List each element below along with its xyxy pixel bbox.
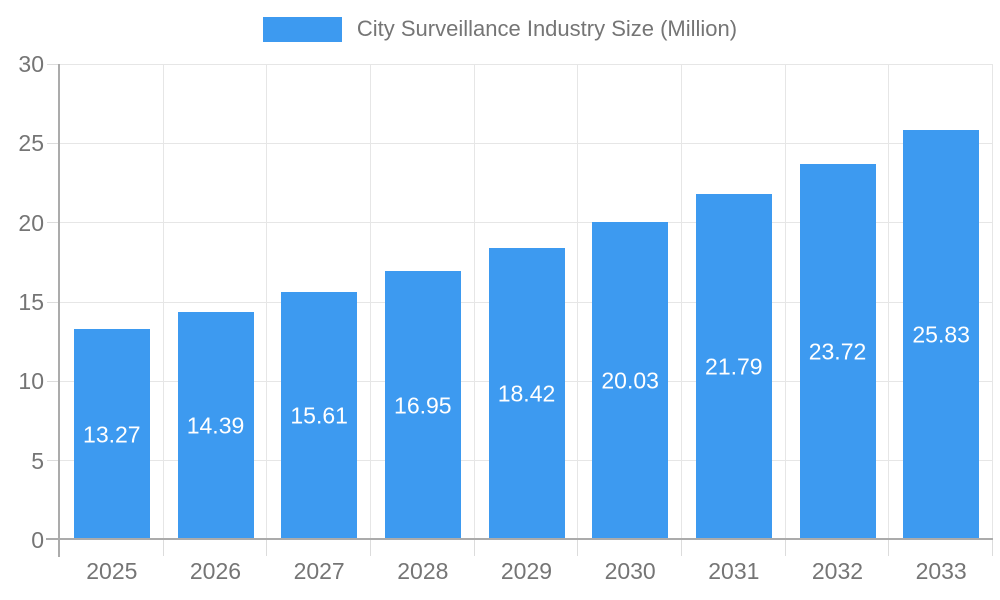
y-axis-label: 20	[18, 209, 44, 236]
x-tick	[577, 540, 579, 556]
y-axis-label: 0	[31, 527, 44, 553]
bar-value-label: 18.42	[497, 380, 556, 407]
x-tick	[784, 540, 786, 556]
y-axis-label: 30	[18, 51, 44, 77]
y-tick	[47, 142, 60, 144]
gridline-v	[162, 64, 164, 540]
legend-label: City Surveillance Industry Size (Million…	[356, 16, 738, 41]
x-axis-label: 2030	[604, 558, 656, 584]
bar[interactable]: 20.03	[592, 222, 669, 540]
x-axis-label: 2028	[397, 558, 449, 584]
bar-value-label: 21.79	[705, 353, 763, 380]
bar-value-label: 14.39	[186, 412, 245, 439]
y-tick	[47, 222, 60, 224]
plot-area: 13.27 14.39 15.61 16.95 18.42 20.03 21.79 23.72…	[18, 51, 993, 584]
x-axis-label: 2031	[708, 558, 760, 584]
gridline-v	[473, 64, 475, 540]
y-tick	[47, 64, 60, 65]
x-axis-label: 2025	[86, 558, 138, 584]
x-tick	[266, 540, 268, 556]
x-tick	[473, 540, 475, 556]
y-axis-label: 25	[18, 130, 44, 157]
gridline-v	[888, 64, 890, 540]
legend[interactable]: City Surveillance Industry Size (Million…	[0, 16, 1000, 42]
bar-value-label: 20.03	[601, 367, 659, 394]
gridline-v	[784, 64, 786, 540]
gridline-h	[60, 142, 993, 144]
y-tick	[47, 460, 60, 462]
bar-value-label: 15.61	[290, 402, 348, 429]
x-axis-label: 2029	[500, 558, 553, 584]
x-axis-label: 2026	[189, 558, 242, 584]
x-axis-label: 2033	[915, 558, 967, 584]
bar[interactable]: 13.27	[73, 329, 150, 540]
x-tick	[992, 540, 993, 556]
y-axis-label: 10	[18, 368, 44, 395]
bar[interactable]: 14.39	[177, 311, 254, 540]
bar-value-label: 25.83	[912, 321, 970, 348]
gridline-h	[60, 64, 993, 65]
bar-value-label: 16.95	[394, 392, 452, 419]
x-tick	[888, 540, 890, 556]
bar[interactable]: 25.83	[903, 130, 980, 540]
y-axis-label: 15	[18, 289, 44, 315]
x-axis-label: 2032	[811, 558, 864, 584]
gridline-h	[60, 222, 993, 224]
x-tick	[370, 540, 371, 556]
bar-value-label: 13.27	[83, 421, 141, 448]
y-axis-line	[58, 64, 60, 557]
gridline-v	[992, 64, 993, 540]
gridline-v	[681, 64, 682, 540]
gridline-v	[370, 64, 371, 540]
gridline-v	[577, 64, 579, 540]
x-tick	[681, 540, 682, 556]
bar[interactable]: 16.95	[384, 271, 461, 540]
bar[interactable]: 23.72	[799, 163, 876, 540]
y-tick	[47, 301, 60, 303]
legend-swatch	[262, 16, 342, 42]
y-tick	[47, 380, 60, 382]
x-axis-label: 2027	[293, 558, 345, 584]
bar[interactable]: 15.61	[281, 292, 358, 540]
bar-value-label: 23.72	[808, 338, 867, 365]
gridline-v	[266, 64, 268, 540]
y-axis-label: 5	[31, 447, 44, 474]
bar[interactable]: 18.42	[488, 247, 565, 540]
x-axis-line	[46, 538, 993, 540]
x-tick	[162, 540, 164, 556]
bar[interactable]: 21.79	[695, 194, 772, 540]
